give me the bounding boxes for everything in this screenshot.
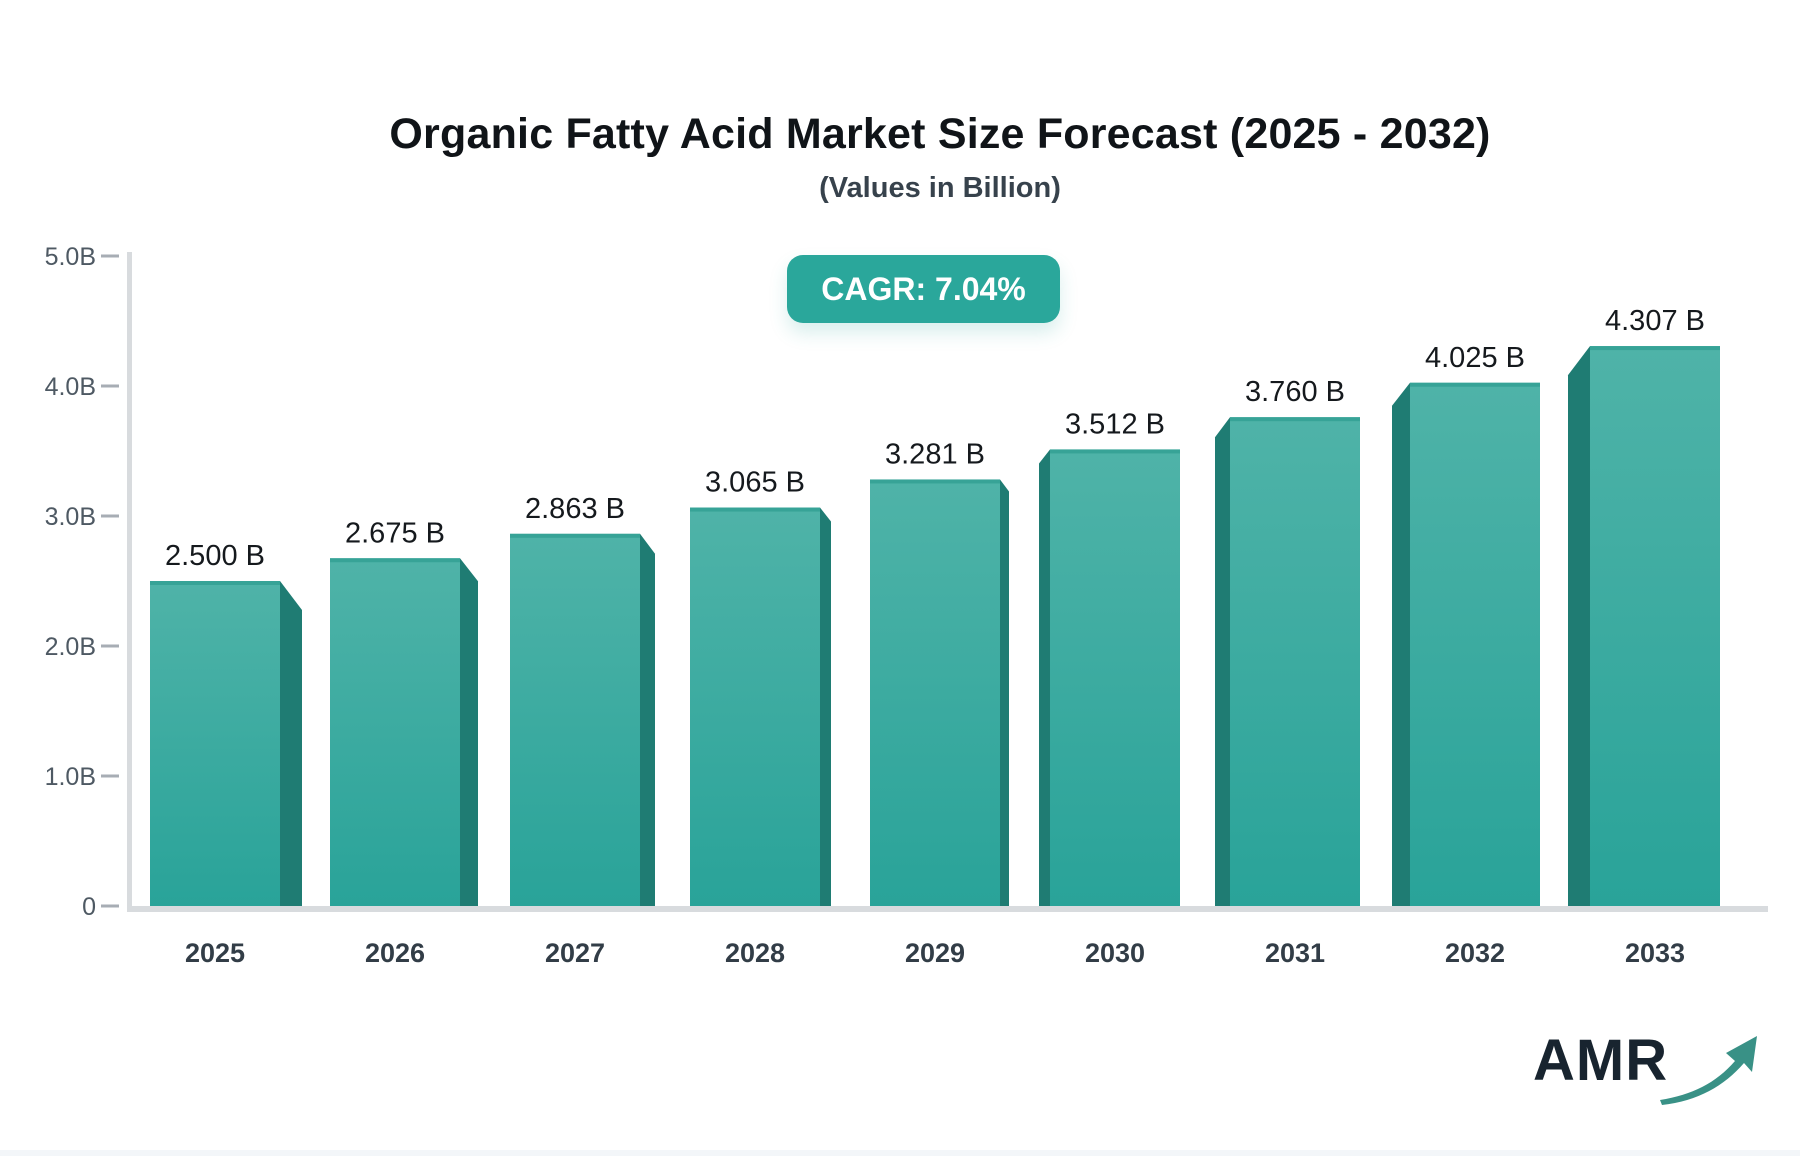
growth-arrow-icon [1660,1036,1758,1105]
chart-subtitle: (Values in Billion) [819,172,1061,204]
bar-2031: 3.760 B 2031 [1215,376,1360,968]
bar-value-label: 3.065 B [705,467,805,499]
y-tick-label: 1.0B [45,763,96,791]
bar-top-edge [690,507,820,512]
x-category-label: 2025 [185,938,245,968]
x-category-label: 2030 [1085,938,1145,968]
y-tick-mark [101,514,119,518]
amr-logo-text: AMR [1533,1028,1669,1093]
bar-top-edge [1050,449,1180,454]
bar-value-label: 3.512 B [1065,408,1165,440]
bar-value-label: 2.863 B [525,493,625,525]
cagr-badge: CAGR: 7.04% [787,255,1060,323]
y-tick-label: 5.0B [45,243,96,271]
bar-value-label: 4.307 B [1605,305,1705,337]
bar-face [870,479,1000,906]
bar-top-edge [1590,346,1720,351]
bar-side-panel [640,533,655,906]
x-category-label: 2032 [1445,938,1505,968]
bar-value-label: 3.281 B [885,438,985,470]
bar-value-label: 4.025 B [1425,342,1525,374]
bar-2026: 2.675 B 2026 [330,517,478,968]
y-tick-mark [101,904,119,908]
y-tick-mark [101,644,119,648]
y-tick-label: 0 [82,893,96,921]
x-category-label: 2029 [905,938,965,968]
bar-2025: 2.500 B 2025 [150,540,302,968]
chart-title: Organic Fatty Acid Market Size Forecast … [389,110,1491,158]
page-bottom-border [0,1150,1800,1156]
y-tick-label: 2.0B [45,633,96,661]
bar-2030: 3.512 B 2030 [1039,408,1180,968]
bar-side-panel [1215,417,1230,906]
x-category-label: 2033 [1625,938,1685,968]
bar-face [1590,346,1720,907]
bar-top-edge [1230,417,1360,422]
x-category-label: 2027 [545,938,605,968]
x-category-label: 2031 [1265,938,1325,968]
bar-face [1230,417,1360,906]
bar-side-panel [1568,346,1590,907]
bar-side-panel [1392,382,1410,906]
bar-2027: 2.863 B 2027 [510,493,655,968]
y-tick-mark [101,774,119,778]
bar-top-edge [150,581,280,585]
bar-2032: 4.025 B 2032 [1392,342,1540,968]
bar-face [330,558,460,906]
bar-value-label: 2.500 B [165,540,265,572]
bar-face [150,581,280,906]
bar-face [510,533,640,906]
x-axis-line [127,906,1768,912]
x-category-label: 2026 [365,938,425,968]
bar-side-panel [1039,449,1050,906]
y-tick-label: 3.0B [45,503,96,531]
y-tick-mark [101,254,119,258]
bar-side-panel [1000,479,1009,906]
bar-top-edge [510,533,640,538]
y-tick-label: 4.0B [45,373,96,401]
y-axis-line [127,252,132,912]
bar-side-panel [280,581,302,906]
x-category-label: 2028 [725,938,785,968]
bar-face [1410,382,1540,906]
bar-top-edge [1410,382,1540,387]
amr-logo: AMR [1533,1032,1758,1106]
bar-side-panel [820,507,831,906]
bar-2033: 4.307 B 2033 [1568,305,1720,968]
bar-face [690,507,820,906]
bar-2029: 3.281 B 2029 [870,438,1009,968]
bar-2028: 3.065 B 2028 [690,467,831,968]
bar-value-label: 2.675 B [345,517,445,549]
bar-value-label: 3.760 B [1245,376,1345,408]
bar-side-panel [460,558,478,906]
bar-top-edge [870,479,1000,484]
bar-top-edge [330,558,460,563]
y-tick-mark [101,384,119,388]
bar-face [1050,449,1180,906]
